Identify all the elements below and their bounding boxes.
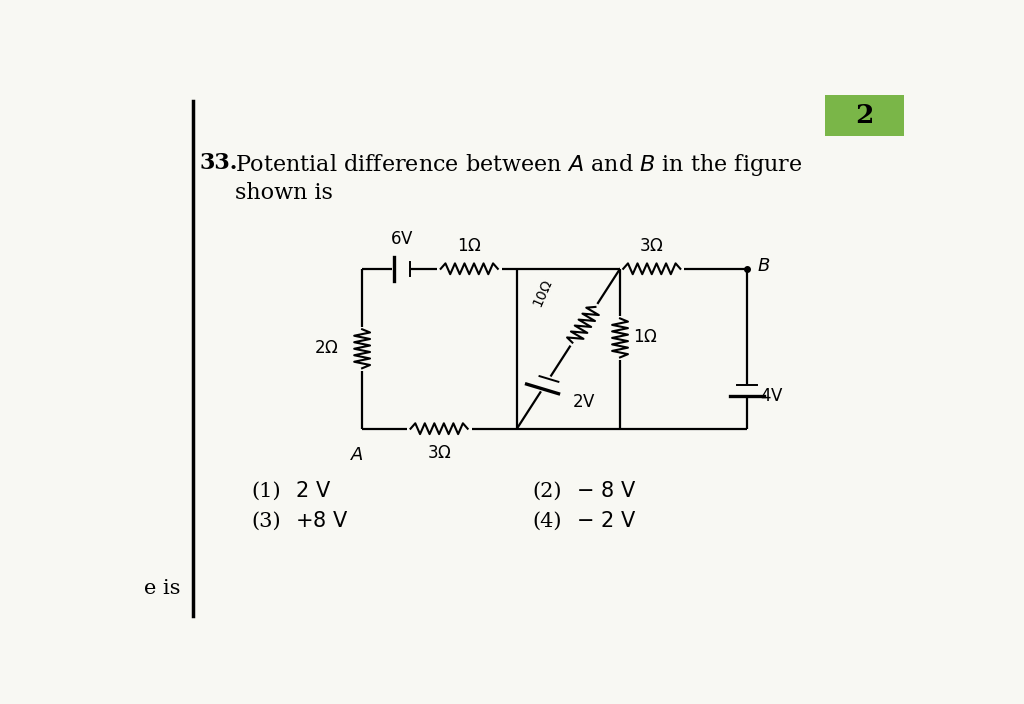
Text: $3\Omega$: $3\Omega$ [427,445,452,462]
Text: $-\ 8\ \mathrm{V}$: $-\ 8\ \mathrm{V}$ [577,481,637,501]
Text: shown is: shown is [236,182,333,204]
Text: $B$: $B$ [757,257,770,275]
Text: 2: 2 [855,103,873,128]
Text: $2\ \mathrm{V}$: $2\ \mathrm{V}$ [295,481,331,501]
Text: $2\Omega$: $2\Omega$ [313,340,338,357]
Text: $3\Omega$: $3\Omega$ [639,238,665,256]
Text: $A$: $A$ [350,446,365,464]
Text: $+8\ \mathrm{V}$: $+8\ \mathrm{V}$ [295,511,348,531]
Text: e is: e is [143,579,180,598]
FancyBboxPatch shape [824,95,904,136]
Text: $1\Omega$: $1\Omega$ [633,329,657,346]
Text: $1\Omega$: $1\Omega$ [457,238,481,256]
Text: $2\mathrm{V}$: $2\mathrm{V}$ [571,394,596,410]
Text: $10\Omega$: $10\Omega$ [530,277,556,310]
Text: (2): (2) [532,482,562,501]
Text: (4): (4) [532,511,562,530]
Text: $6\mathrm{V}$: $6\mathrm{V}$ [390,231,414,249]
Text: Potential difference between $A$ and $B$ in the figure: Potential difference between $A$ and $B$… [236,152,803,178]
Text: 33.: 33. [200,152,238,174]
Text: $-\ 2\ \mathrm{V}$: $-\ 2\ \mathrm{V}$ [577,511,637,531]
Text: (3): (3) [251,511,281,530]
Text: $4\mathrm{V}$: $4\mathrm{V}$ [760,388,783,405]
Text: (1): (1) [251,482,281,501]
